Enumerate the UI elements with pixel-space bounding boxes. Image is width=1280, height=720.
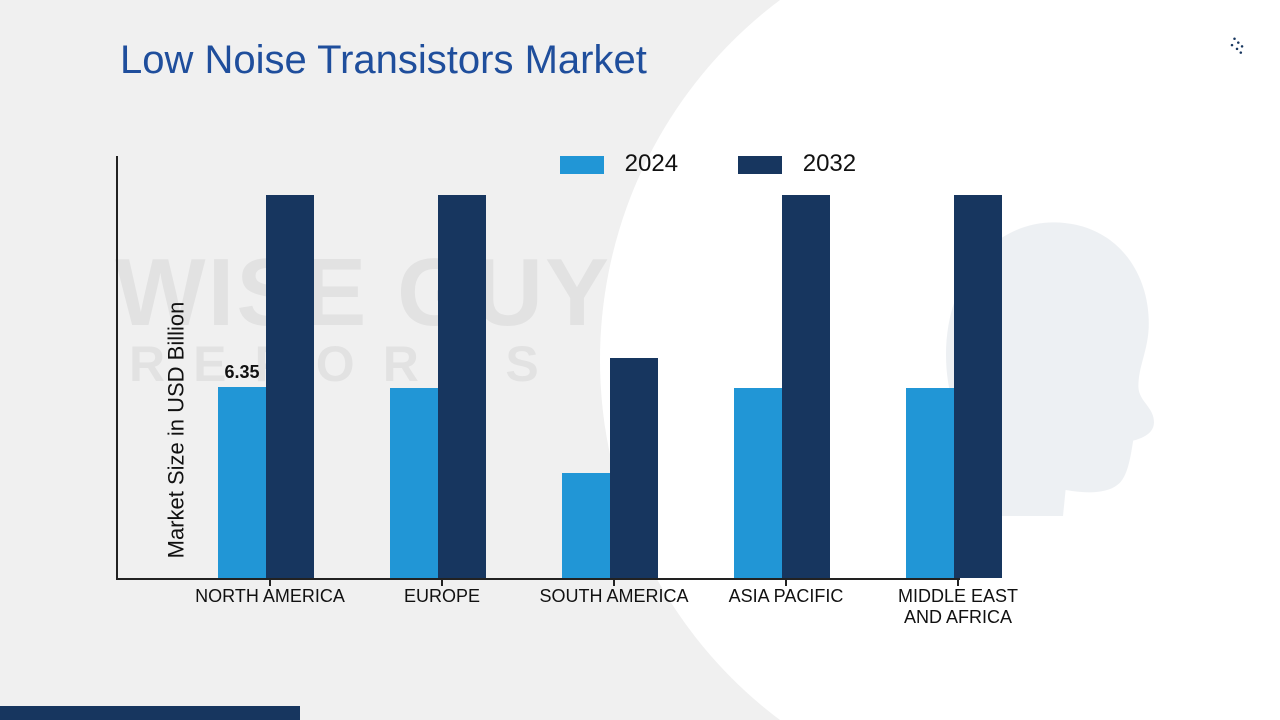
chart-title: Low Noise Transistors Market [120,38,647,83]
bar-2032 [266,195,314,578]
x-tick [613,578,615,586]
bottom-accent-bar [0,706,300,720]
brand-logo: WISE GUY REPORTS [1025,30,1252,88]
category-label: SOUTH AMERICA [539,586,689,607]
logo-word-wise: WISE [1025,33,1120,72]
bar-2032 [610,358,658,578]
x-axis [116,578,960,580]
bar-2024 [734,388,782,578]
logo-word-reports: REPORTS [1025,72,1208,88]
chart-area: Market Size in USD Billion 6.35NORTH AME… [60,150,960,710]
bar-2024 [906,388,954,578]
bar-2032 [782,195,830,578]
x-tick [785,578,787,586]
x-tick [957,578,959,586]
x-tick [441,578,443,586]
x-tick [269,578,271,586]
bar-2032 [438,195,486,578]
logo-head-icon [1212,30,1252,74]
bar-2024 [218,387,266,578]
category-label: ASIA PACIFIC [711,586,861,607]
logo-word-guy: GUY [1126,33,1206,72]
category-label: EUROPE [367,586,517,607]
bar-group: ASIA PACIFIC [706,156,866,578]
bar-value-label: 6.35 [212,362,272,383]
stage: WISE GUY REPORTS Low Noise Transistors M… [0,0,1280,720]
bar-2024 [390,388,438,578]
bar-2032 [954,195,1002,578]
plot-region: 6.35NORTH AMERICAEUROPESOUTH AMERICAASIA… [118,156,960,578]
category-label: MIDDLE EAST AND AFRICA [883,586,1033,627]
bar-group: MIDDLE EAST AND AFRICA [878,156,1038,578]
bar-group: 6.35NORTH AMERICA [190,156,350,578]
bar-group: SOUTH AMERICA [534,156,694,578]
bar-group: EUROPE [362,156,522,578]
category-label: NORTH AMERICA [195,586,345,607]
bar-2024 [562,473,610,579]
